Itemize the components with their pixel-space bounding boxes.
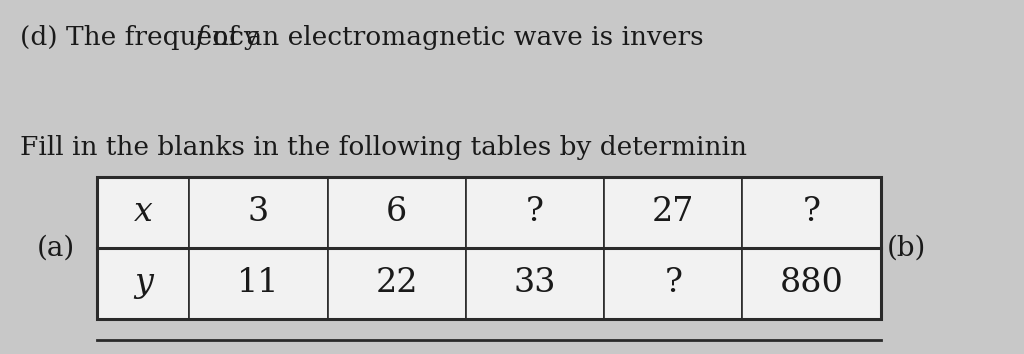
Text: 6: 6 — [386, 196, 408, 228]
Bar — [189, 248, 328, 319]
Bar — [97, 177, 881, 319]
Bar — [742, 177, 881, 248]
Bar — [742, 248, 881, 319]
Text: 27: 27 — [652, 196, 694, 228]
Text: (b): (b) — [887, 234, 926, 261]
Text: f: f — [196, 25, 206, 50]
Bar — [328, 177, 466, 248]
Text: (d) The frequency: (d) The frequency — [20, 25, 267, 50]
Text: Fill in the blanks in the following tables by determinin: Fill in the blanks in the following tabl… — [20, 135, 748, 160]
Text: of an electromagnetic wave is invers: of an electromagnetic wave is invers — [204, 25, 703, 50]
Bar — [466, 177, 604, 248]
Text: 880: 880 — [779, 267, 844, 299]
Text: ?: ? — [803, 196, 820, 228]
Bar — [97, 177, 189, 248]
Text: (a): (a) — [37, 234, 76, 261]
Bar — [604, 248, 742, 319]
Text: 3: 3 — [248, 196, 269, 228]
Bar — [604, 177, 742, 248]
Bar — [328, 248, 466, 319]
Text: ?: ? — [665, 267, 682, 299]
Text: 11: 11 — [238, 267, 280, 299]
Text: x: x — [134, 196, 153, 228]
Text: 22: 22 — [376, 267, 418, 299]
Bar — [97, 248, 189, 319]
Text: ?: ? — [526, 196, 544, 228]
Bar — [189, 177, 328, 248]
Text: y: y — [134, 267, 153, 299]
Text: 33: 33 — [514, 267, 556, 299]
Bar — [466, 248, 604, 319]
